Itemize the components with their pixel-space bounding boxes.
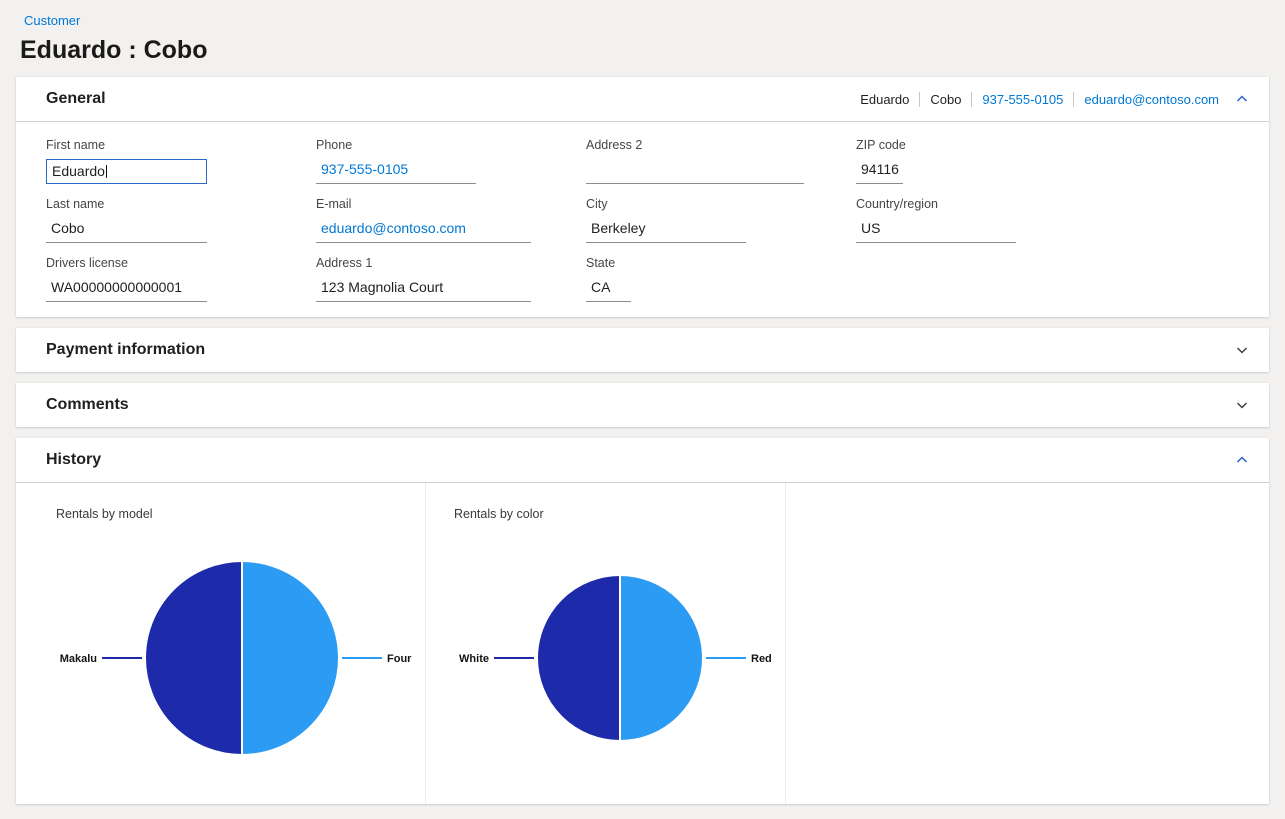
general-section-title: General [46,90,106,107]
breadcrumb-customer[interactable]: Customer [24,13,81,28]
last-name-input[interactable]: Cobo [46,218,207,243]
pie-slice-label: Red [751,653,772,665]
field-address2: Address 2 [586,138,856,184]
chevron-up-icon [1236,456,1248,463]
field-zip: ZIP code 94116 [856,138,1239,184]
field-label: Address 1 [316,256,373,270]
field-label: E-mail [316,197,352,211]
summary-first-name: Eduardo [860,91,910,107]
comments-expand-button[interactable] [1227,390,1257,420]
comments-section-title: Comments [46,396,129,413]
divider [1073,91,1075,107]
general-section-header[interactable]: General Eduardo Cobo 937-555-0105 eduard… [16,77,1269,121]
general-summary: Eduardo Cobo 937-555-0105 eduardo@contos… [860,91,1219,107]
general-fields-grid: First name Eduardo Phone 937-555-0105 Ad… [46,138,1239,315]
rentals-by-model-chart: Rentals by model Makalu Four [46,483,426,804]
state-input[interactable]: CA [586,277,631,302]
payment-section-title: Payment information [46,341,206,358]
history-section: History Rentals by model Makalu Four Rent… [16,438,1269,804]
field-state: State CA [586,256,856,302]
country-input[interactable]: US [856,218,1016,243]
field-label: Drivers license [46,256,128,270]
pie-slice-makalu[interactable] [144,559,243,757]
address2-input[interactable] [586,159,804,184]
general-collapse-button[interactable] [1227,84,1257,114]
pie-slice-red[interactable] [619,573,704,743]
field-phone: Phone 937-555-0105 [316,138,586,184]
email-input[interactable]: eduardo@contoso.com [316,218,531,243]
field-address1: Address 1 123 Magnolia Court [316,256,586,302]
pie-slice-label: Makalu [60,653,97,665]
field-country: Country/region US [856,197,1239,243]
history-section-body: Rentals by model Makalu Four Rentals by c… [16,482,1269,804]
field-label: Last name [46,197,105,211]
chart-title: Rentals by color [454,507,544,521]
pie-slice-label: Four [387,653,412,665]
phone-input[interactable]: 937-555-0105 [316,159,476,184]
summary-email-link[interactable]: eduardo@contoso.com [1084,91,1219,107]
field-last-name: Last name Cobo [46,197,316,243]
chart-title: Rentals by model [56,507,153,521]
field-email: E-mail eduardo@contoso.com [316,197,586,243]
drivers-license-input[interactable]: WA00000000000001 [46,277,207,302]
zip-input[interactable]: 94116 [856,159,903,184]
payment-section: Payment information [16,328,1269,372]
history-section-header[interactable]: History [16,438,1269,482]
payment-expand-button[interactable] [1227,335,1257,365]
divider [919,91,921,107]
field-label: State [586,256,616,270]
field-first-name: First name Eduardo [46,138,316,184]
chevron-down-icon [1236,347,1248,354]
pie-slice-white[interactable] [536,573,621,743]
pie-slice-label: White [459,653,489,665]
field-label: Address 2 [586,138,643,152]
general-section: General Eduardo Cobo 937-555-0105 eduard… [16,77,1269,317]
field-city: City Berkeley [586,197,856,243]
page-header: Customer Eduardo : Cobo [0,0,1285,77]
city-input[interactable]: Berkeley [586,218,746,243]
pie-slice-four[interactable] [241,559,340,757]
payment-section-header[interactable]: Payment information [16,328,1269,372]
chevron-up-icon [1236,95,1248,102]
field-label: Phone [316,138,353,152]
history-section-title: History [46,451,102,468]
address1-input[interactable]: 123 Magnolia Court [316,277,531,302]
field-drivers-license: Drivers license WA00000000000001 [46,256,316,302]
chevron-down-icon [1236,402,1248,409]
first-name-input[interactable]: Eduardo [46,159,207,184]
summary-last-name: Cobo [930,91,962,107]
field-label: City [586,197,608,211]
history-collapse-button[interactable] [1227,445,1257,475]
rentals-by-color-pie: White Red [459,573,772,743]
general-section-body: First name Eduardo Phone 937-555-0105 Ad… [16,121,1269,317]
comments-section: Comments [16,383,1269,427]
page-title: Eduardo : Cobo [20,36,208,64]
comments-section-header[interactable]: Comments [16,383,1269,427]
divider [971,91,973,107]
summary-phone-link[interactable]: 937-555-0105 [982,91,1064,107]
field-label: ZIP code [856,138,906,152]
rentals-by-model-pie: Makalu Four [60,559,412,757]
rentals-by-color-chart: Rentals by color White Red [426,483,786,804]
field-label: First name [46,138,106,152]
field-label: Country/region [856,197,938,211]
